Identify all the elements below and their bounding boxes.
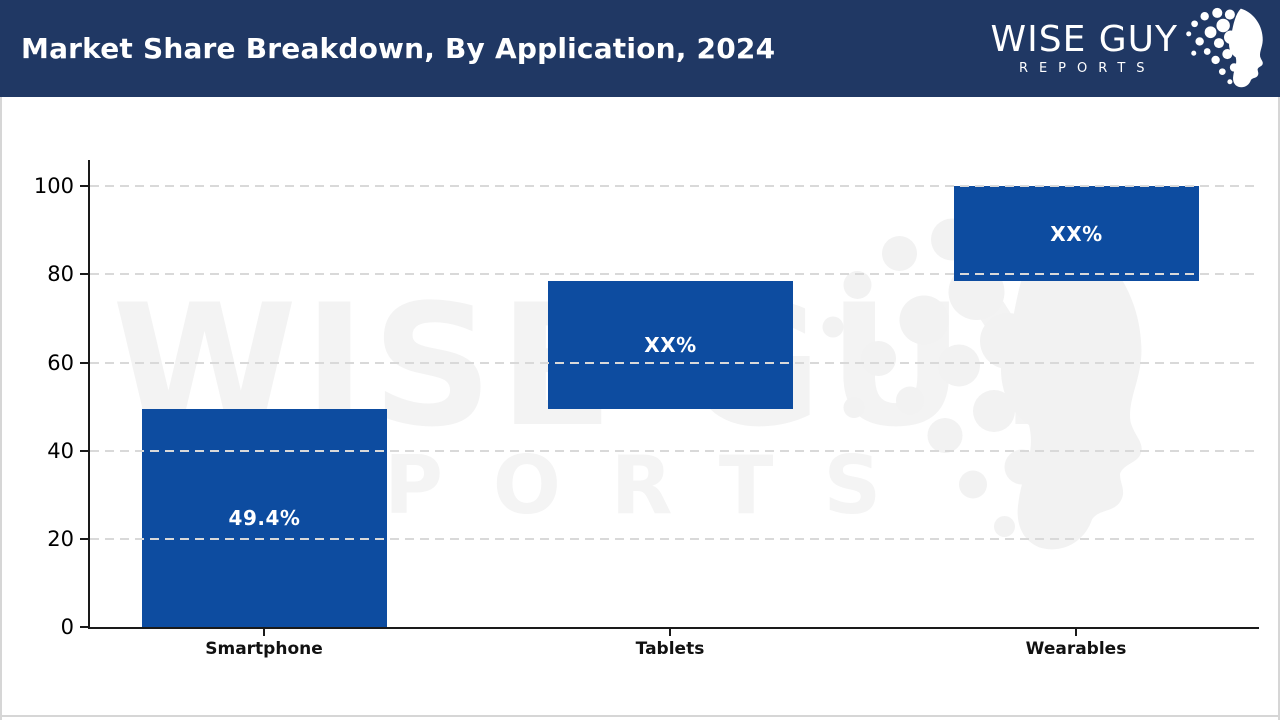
header: Market Share Breakdown, By Application, … <box>0 0 1280 97</box>
logo-subtext: REPORTS <box>1018 61 1156 76</box>
bar-wearables: XX% <box>954 186 1199 281</box>
y-tick-0 <box>80 626 88 628</box>
x-label-wearables: Wearables <box>1025 639 1127 659</box>
bar-tablets: XX% <box>548 281 793 409</box>
brand-logo: WISE GUY REPORTS <box>991 6 1267 92</box>
gridline-80 <box>90 273 1259 275</box>
x-label-smartphone: Smartphone <box>205 639 323 659</box>
gridline-60 <box>90 362 1259 364</box>
y-tick-label-60: 60 <box>47 351 74 375</box>
x-tick-wearables <box>1075 629 1077 636</box>
gridline-100 <box>90 185 1259 187</box>
y-tick-40 <box>80 450 88 452</box>
y-tick-label-40: 40 <box>47 439 74 463</box>
y-tick-label-80: 80 <box>47 262 74 286</box>
y-tick-label-0: 0 <box>60 615 74 639</box>
brand-logo-text: WISE GUY REPORTS <box>990 19 1179 76</box>
gridline-20 <box>90 538 1259 540</box>
bar-smartphone: 49.4% <box>142 409 387 627</box>
bar-wearables-value-label: XX% <box>1050 221 1103 246</box>
logo-wordmark: WISE GUY <box>990 19 1178 60</box>
y-axis-line <box>88 160 90 629</box>
page-title: Market Share Breakdown, By Application, … <box>21 32 776 65</box>
page-border-right <box>1278 97 1280 720</box>
y-tick-60 <box>80 362 88 364</box>
y-tick-label-100: 100 <box>33 174 74 198</box>
page-border-left <box>0 97 2 720</box>
y-tick-label-20: 20 <box>47 527 74 551</box>
y-tick-80 <box>80 273 88 275</box>
x-tick-smartphone <box>263 629 265 636</box>
gridline-40 <box>90 450 1259 452</box>
y-tick-100 <box>80 185 88 187</box>
x-label-tablets: Tablets <box>635 639 705 659</box>
page-border-bottom <box>0 715 1280 717</box>
x-tick-tablets <box>669 629 671 636</box>
y-tick-20 <box>80 538 88 540</box>
x-axis-line <box>88 627 1259 629</box>
logo-face-icon <box>1186 7 1263 87</box>
bar-tablets-value-label: XX% <box>644 333 697 357</box>
bar-smartphone-value-label: 49.4% <box>228 506 301 530</box>
